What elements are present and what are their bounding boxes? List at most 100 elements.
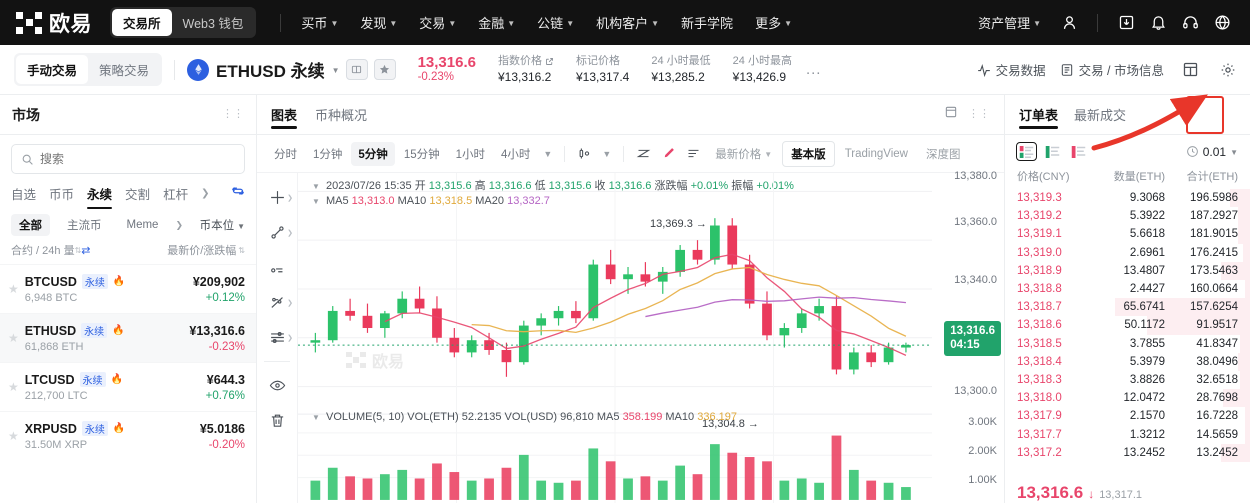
order-book-row[interactable]: 13,318.8 2.4427 160.0664 <box>1005 279 1250 299</box>
crosshair-icon[interactable]: ❯ <box>260 181 294 214</box>
tab-coin-overview[interactable]: 币种概况 <box>315 108 368 123</box>
order-book-row[interactable]: 13,318.3 3.8826 32.6518 <box>1005 370 1250 390</box>
filter-all[interactable]: 全部 <box>11 214 50 236</box>
measure-icon[interactable] <box>260 251 294 284</box>
unit-selector[interactable]: 币本位 ▼ <box>200 217 245 233</box>
order-book-row[interactable]: 13,318.5 3.7855 41.8347 <box>1005 334 1250 353</box>
candle-type-icon[interactable] <box>573 144 596 163</box>
draw-pencil-icon[interactable] <box>657 144 680 163</box>
timeframe-more-icon[interactable]: ▼ <box>543 148 553 159</box>
okx-logo[interactable]: 欧易 <box>16 8 92 38</box>
eye-icon[interactable] <box>260 369 294 402</box>
filter-mainstream[interactable]: 主流币 <box>67 220 102 232</box>
market-tabs-more-icon[interactable]: ❯ <box>201 188 210 199</box>
filter-more-icon[interactable]: ❯ <box>175 219 183 230</box>
list-item[interactable]: ★ ETHUSD 永续 🔥 61,868 ETH ¥13,316.6 -0.23… <box>0 313 256 362</box>
asset-management-menu[interactable]: 资产管理 ▼ <box>968 8 1051 37</box>
book-view-bids-icon[interactable] <box>1043 143 1062 160</box>
drag-handle-icon[interactable]: ⋮⋮ <box>968 107 990 120</box>
nav-item-institutional[interactable]: 机构客户 ▼ <box>586 8 669 37</box>
drag-handle-icon[interactable]: ⋮⋮ <box>222 107 244 120</box>
book-view-both-icon[interactable] <box>1016 142 1037 161</box>
market-tab-futures[interactable]: 交割 <box>125 188 151 202</box>
order-book-row[interactable]: 13,319.2 5.3922 187.2927 <box>1005 207 1250 226</box>
version-depth[interactable]: 深度图 <box>925 148 961 161</box>
star-icon[interactable]: ★ <box>8 429 19 443</box>
market-tab-perpetual[interactable]: 永续 <box>87 184 113 209</box>
timeframe-1m[interactable]: 1分钟 <box>313 148 343 161</box>
collapse-icon[interactable]: ▼ <box>312 413 320 422</box>
order-book-row[interactable]: 13,318.7 65.6741 157.6254 <box>1005 298 1250 317</box>
chart-plot[interactable]: ▼ 2023/07/26 15:35 开 13,315.6 高 13,316.6… <box>298 173 932 503</box>
tab-recent-trades[interactable]: 最新成交 <box>1074 108 1127 123</box>
market-info-button[interactable]: 交易 / 市场信息 <box>1060 60 1164 79</box>
nav-item-chain[interactable]: 公链 ▼ <box>527 8 584 37</box>
nav-item-buy[interactable]: 买币 ▼ <box>291 8 348 37</box>
market-tab-favorites[interactable]: 自选 <box>11 188 37 202</box>
column-contract-volume[interactable]: 合约 / 24h 量 <box>11 245 75 257</box>
swap-icon[interactable]: ⇄ <box>81 244 91 257</box>
order-book-row[interactable]: 13,317.2 13.2452 13.2452 <box>1005 443 1250 462</box>
order-book-row[interactable]: 13,317.7 1.3212 14.5659 <box>1005 425 1250 444</box>
strategy-trade-tab[interactable]: 策略交易 <box>99 64 150 78</box>
sort-icon[interactable]: ⇅ <box>74 245 82 255</box>
column-price-change[interactable]: 最新价/涨跌幅 <box>167 245 237 257</box>
external-link-icon[interactable] <box>545 57 554 66</box>
order-book-row[interactable]: 13,318.0 12.0472 28.7698 <box>1005 389 1250 408</box>
order-book-row[interactable]: 13,319.3 9.3068 196.5986 <box>1005 189 1250 208</box>
market-tab-margin[interactable]: 杠杆 <box>163 188 189 202</box>
order-book-row[interactable]: 13,319.0 2.6961 176.2415 <box>1005 243 1250 262</box>
more-stats-button[interactable]: ... <box>805 61 822 78</box>
pattern-icon[interactable]: ❯ <box>260 286 294 319</box>
fullscreen-icon[interactable] <box>944 105 958 124</box>
layout-icon[interactable] <box>1178 59 1202 81</box>
search-box[interactable] <box>11 144 245 174</box>
nav-item-more[interactable]: 更多 ▼ <box>745 8 802 37</box>
timeframe-15m[interactable]: 15分钟 <box>403 148 440 161</box>
product-exchange[interactable]: 交易所 <box>112 9 172 36</box>
collapse-icon[interactable]: ▼ <box>312 182 320 191</box>
user-icon[interactable] <box>1055 9 1083 37</box>
nav-item-trade[interactable]: 交易 ▼ <box>409 8 466 37</box>
order-book-row[interactable]: 13,318.4 5.3979 38.0496 <box>1005 352 1250 371</box>
star-icon[interactable]: ★ <box>8 331 19 345</box>
candle-type-more-icon[interactable]: ▼ <box>602 148 612 159</box>
nav-item-discover[interactable]: 发现 ▼ <box>350 8 407 37</box>
bell-icon[interactable] <box>1144 9 1172 37</box>
trash-icon[interactable] <box>260 404 294 437</box>
tab-chart[interactable]: 图表 <box>271 95 298 135</box>
chevron-down-icon[interactable]: ▼ <box>331 66 340 75</box>
tab-order-book[interactable]: 订单表 <box>1019 95 1059 135</box>
timeframe-timeline[interactable]: 分时 <box>274 148 297 161</box>
list-item[interactable]: ★ BTCUSD 永续 🔥 6,948 BTC ¥209,902 +0.12% <box>0 264 256 313</box>
version-basic[interactable]: 基本版 <box>782 140 835 167</box>
search-input[interactable] <box>40 152 235 166</box>
settings-list-icon[interactable] <box>682 144 705 163</box>
order-book-row[interactable]: 13,318.6 50.1172 91.9517 <box>1005 316 1250 335</box>
trendline-icon[interactable]: ❯ <box>260 216 294 249</box>
price-axis[interactable]: 13,380.0 13,360.0 13,340.0 13,320.0 13,3… <box>932 170 1004 503</box>
product-web3-wallet[interactable]: Web3 钱包 <box>182 17 244 31</box>
refresh-icon[interactable] <box>231 184 245 209</box>
manual-trade-tab[interactable]: 手动交易 <box>16 55 89 84</box>
gear-icon[interactable] <box>1216 59 1240 81</box>
globe-icon[interactable] <box>1208 9 1236 37</box>
headset-icon[interactable] <box>1176 9 1204 37</box>
pair-selector[interactable]: ETHUSD 永续 ▼ <box>187 57 340 82</box>
indicator-settings-icon[interactable]: ❯ <box>260 321 294 354</box>
order-book-row[interactable]: 13,317.9 2.1570 16.7228 <box>1005 407 1250 426</box>
order-book-row[interactable]: 13,319.1 5.6618 181.9015 <box>1005 225 1250 244</box>
sort-icon[interactable]: ⇅ <box>238 245 245 255</box>
indicator-icon[interactable] <box>632 144 655 163</box>
market-tab-spot[interactable]: 币币 <box>49 188 75 202</box>
filter-meme[interactable]: Meme <box>126 219 159 231</box>
star-icon[interactable]: ★ <box>8 282 19 296</box>
star-icon[interactable]: ★ <box>8 380 19 394</box>
download-icon[interactable] <box>1112 9 1140 37</box>
nav-item-academy[interactable]: 新手学院 <box>671 8 743 37</box>
collapse-icon[interactable]: ▼ <box>312 197 320 206</box>
book-view-asks-icon[interactable] <box>1069 143 1088 160</box>
trade-data-button[interactable]: 交易数据 <box>977 60 1046 79</box>
timeframe-4h[interactable]: 4小时 <box>501 148 531 161</box>
depth-grouping-selector[interactable]: 0.01 ▼ <box>1186 145 1238 159</box>
